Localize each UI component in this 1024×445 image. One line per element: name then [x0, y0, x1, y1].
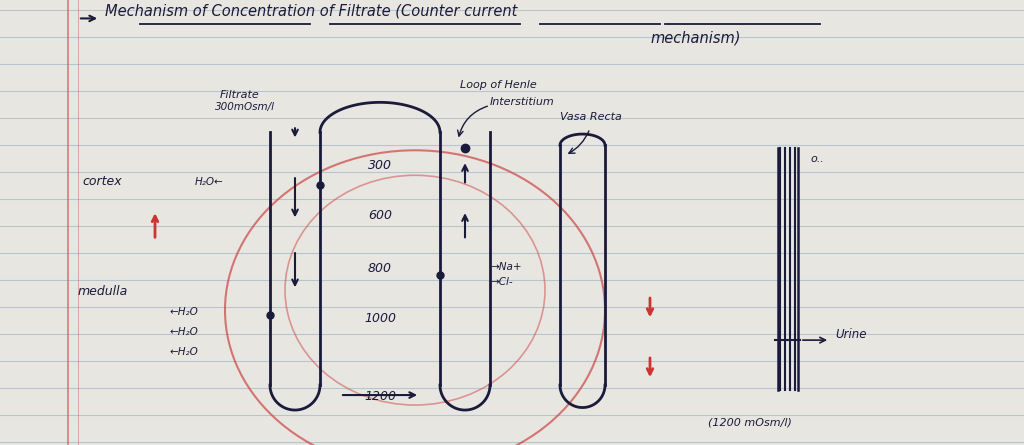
Text: Mechanism of Concentration of Filtrate (Counter current: Mechanism of Concentration of Filtrate (… [105, 4, 517, 18]
Text: 800: 800 [368, 262, 392, 275]
Text: Vasa Recta: Vasa Recta [560, 112, 622, 122]
Text: ←H₂O: ←H₂O [170, 327, 199, 337]
Text: medulla: medulla [78, 285, 128, 298]
Text: Filtrate: Filtrate [220, 90, 260, 101]
Text: 600: 600 [368, 209, 392, 222]
Text: (1200 mOsm/l): (1200 mOsm/l) [708, 417, 792, 427]
Text: 1000: 1000 [364, 312, 396, 325]
Text: →Na+: →Na+ [490, 262, 521, 272]
Text: ←H₂O: ←H₂O [170, 347, 199, 357]
Text: mechanism): mechanism) [650, 30, 740, 45]
Text: cortex: cortex [82, 175, 122, 188]
Text: →Cl-: →Cl- [490, 277, 513, 287]
Text: Interstitium: Interstitium [490, 97, 555, 107]
Text: H₂O←: H₂O← [195, 177, 224, 187]
Text: 300mOsm/l: 300mOsm/l [215, 102, 275, 112]
Text: 1200: 1200 [364, 390, 396, 403]
Text: ←H₂O: ←H₂O [170, 307, 199, 317]
Text: 300: 300 [368, 159, 392, 172]
Text: o..: o.. [810, 154, 823, 164]
Text: Loop of Henle: Loop of Henle [460, 81, 537, 90]
Text: Urine: Urine [835, 328, 866, 341]
